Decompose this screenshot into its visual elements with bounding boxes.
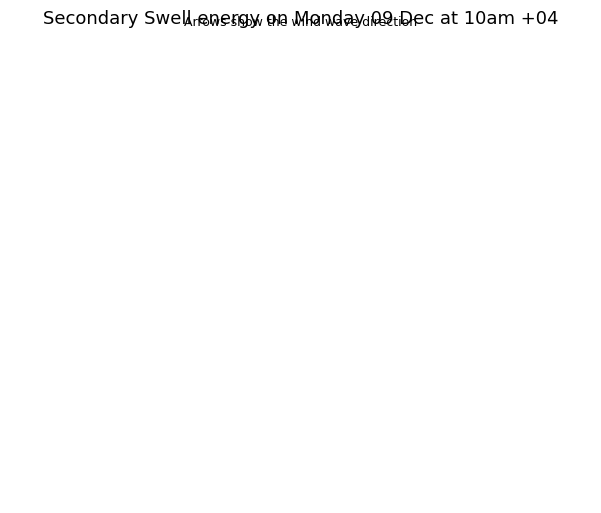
Text: Arrows show the wind wave direction: Arrows show the wind wave direction — [184, 16, 417, 29]
Text: Secondary Swell energy on Monday 09 Dec at 10am +04: Secondary Swell energy on Monday 09 Dec … — [43, 10, 558, 28]
